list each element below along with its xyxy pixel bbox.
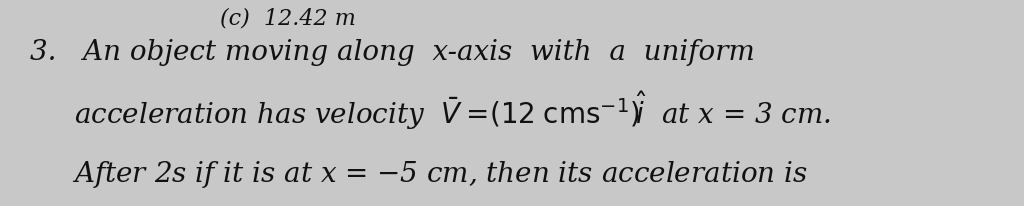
Text: After 2s if it is at x = $-$5 cm, then its acceleration is: After 2s if it is at x = $-$5 cm, then i… xyxy=(30,158,808,189)
Text: acceleration has velocity  $\bar{V} = \!\left(12\;\mathrm{cms}^{-1}\right)\!\hat: acceleration has velocity $\bar{V} = \!\… xyxy=(30,89,830,131)
Text: (c)  12.42 m: (c) 12.42 m xyxy=(220,7,356,29)
Text: 3.   An object moving along  x-axis  with  a  uniform: 3. An object moving along x-axis with a … xyxy=(30,39,755,66)
